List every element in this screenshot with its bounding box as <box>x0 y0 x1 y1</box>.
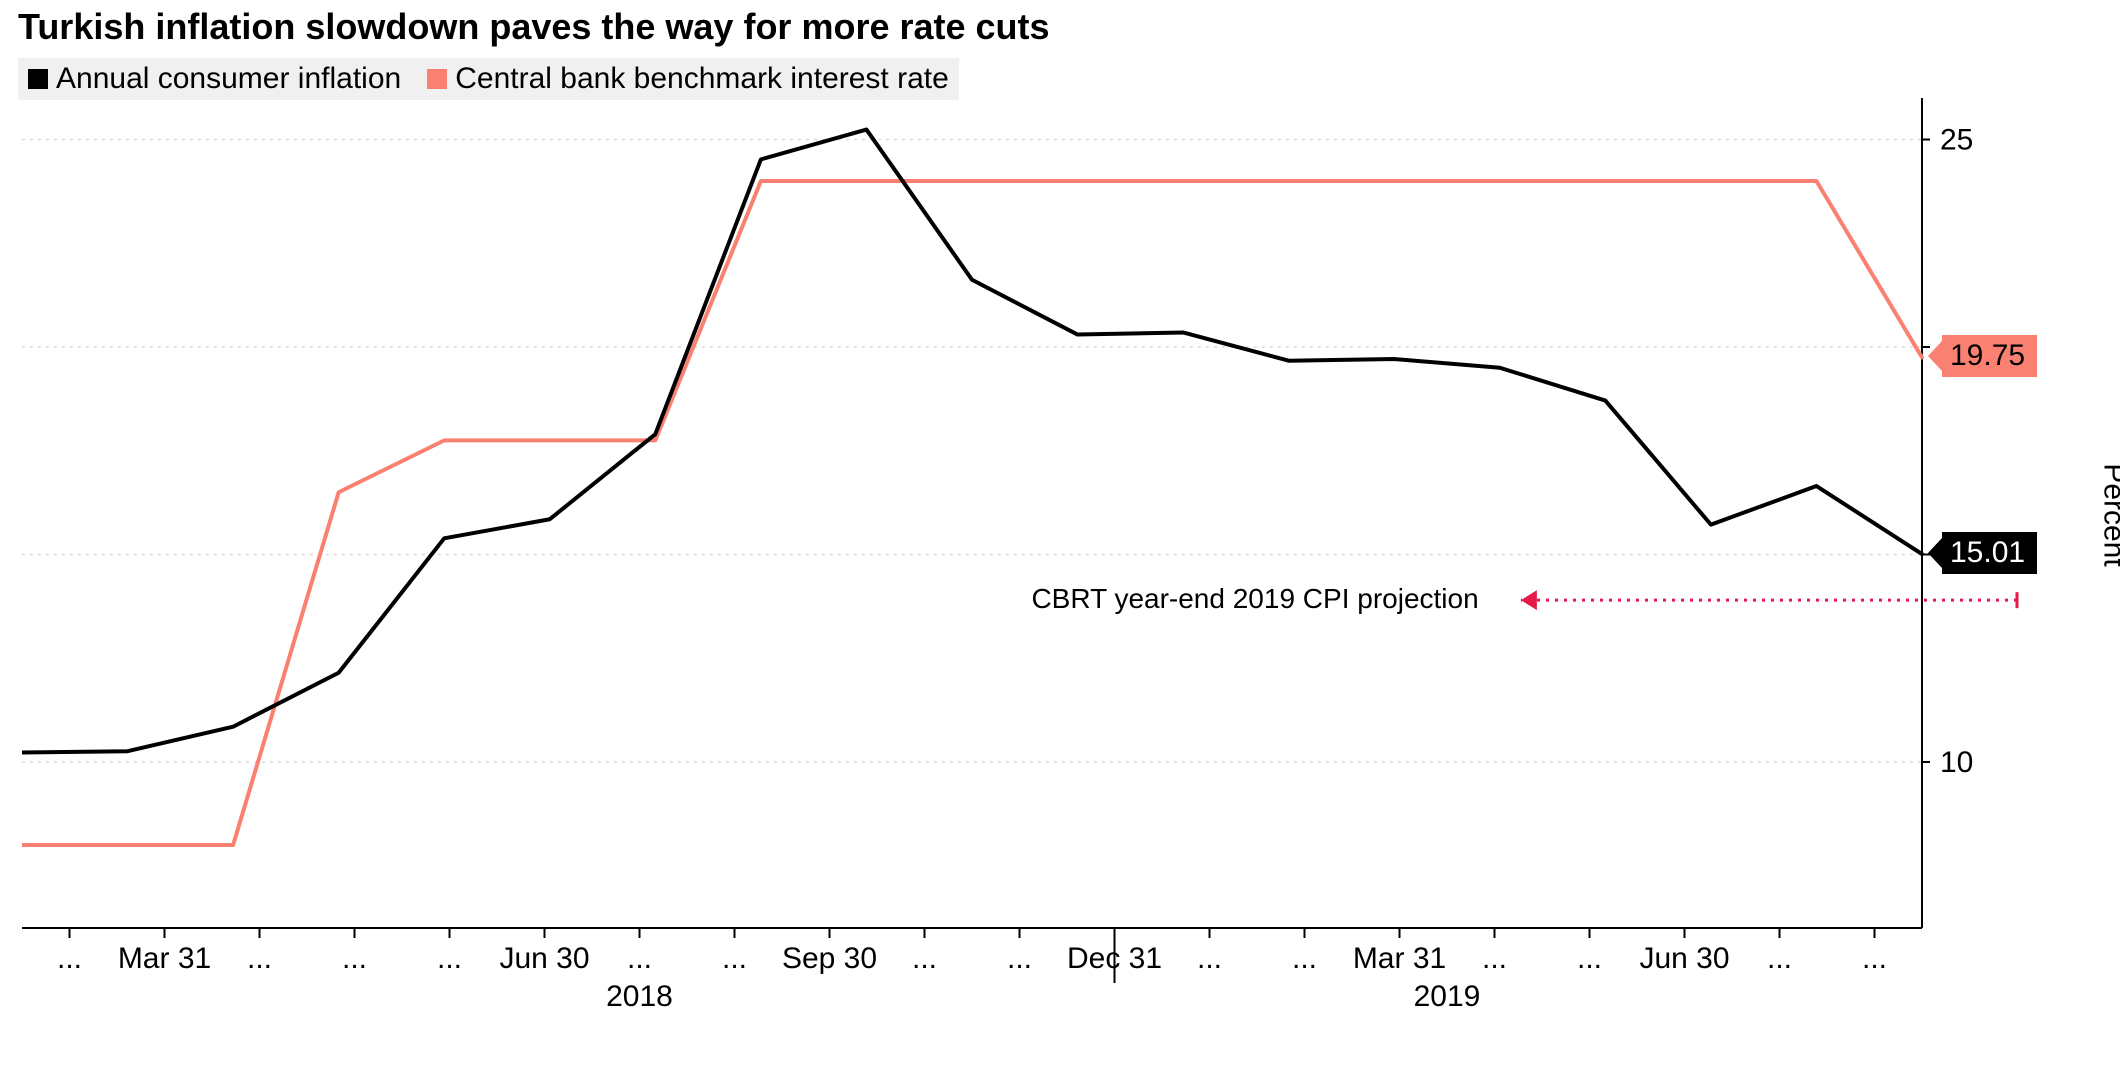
ytick-label: 10 <box>1940 746 1973 779</box>
legend-label-inflation: Annual consumer inflation <box>56 62 401 96</box>
xtick-label: ... <box>57 942 82 975</box>
x-year-label: 2018 <box>606 980 673 1013</box>
chart-root: Turkish inflation slowdown paves the way… <box>0 0 2120 1078</box>
legend-swatch-inflation <box>28 69 48 89</box>
xtick-label: ... <box>1007 942 1032 975</box>
badge-value: 15.01 <box>1950 536 2025 570</box>
xtick-label: Jun 30 <box>499 942 589 975</box>
legend-label-rate: Central bank benchmark interest rate <box>455 62 949 96</box>
xtick-label: Mar 31 <box>118 942 211 975</box>
xtick-label: Mar 31 <box>1353 942 1446 975</box>
xtick-label: ... <box>912 942 937 975</box>
legend-swatch-rate <box>427 69 447 89</box>
xtick-label: ... <box>1577 942 1602 975</box>
legend-item-inflation: Annual consumer inflation <box>28 62 401 96</box>
xtick-label: ... <box>1862 942 1887 975</box>
annotation-arrow-head <box>1521 590 1537 610</box>
xtick-label: ... <box>437 942 462 975</box>
annotation-cbrt: CBRT year-end 2019 CPI projection <box>1031 583 1478 615</box>
xtick-label: ... <box>342 942 367 975</box>
badge-value: 19.75 <box>1950 339 2025 373</box>
xtick-label: ... <box>1767 942 1792 975</box>
legend-item-rate: Central bank benchmark interest rate <box>427 62 949 96</box>
badge-arrow-icon <box>1928 538 1942 568</box>
legend: Annual consumer inflation Central bank b… <box>18 58 959 100</box>
value-badge: 19.75 <box>1942 335 2037 377</box>
xtick-label: ... <box>1197 942 1222 975</box>
badge-arrow-icon <box>1928 341 1942 371</box>
xtick-label: ... <box>1482 942 1507 975</box>
ytick-label: 25 <box>1940 124 1973 157</box>
y-axis-title: Percent <box>2097 463 2120 566</box>
xtick-label: ... <box>722 942 747 975</box>
xtick-label: ... <box>627 942 652 975</box>
xtick-label: ... <box>247 942 272 975</box>
xtick-label: Sep 30 <box>782 942 877 975</box>
x-year-label: 2019 <box>1414 980 1481 1013</box>
value-badge: 15.01 <box>1942 532 2037 574</box>
xtick-label: Jun 30 <box>1639 942 1729 975</box>
series-inflation <box>22 130 1922 753</box>
xtick-label: ... <box>1292 942 1317 975</box>
chart-title: Turkish inflation slowdown paves the way… <box>18 6 1050 48</box>
